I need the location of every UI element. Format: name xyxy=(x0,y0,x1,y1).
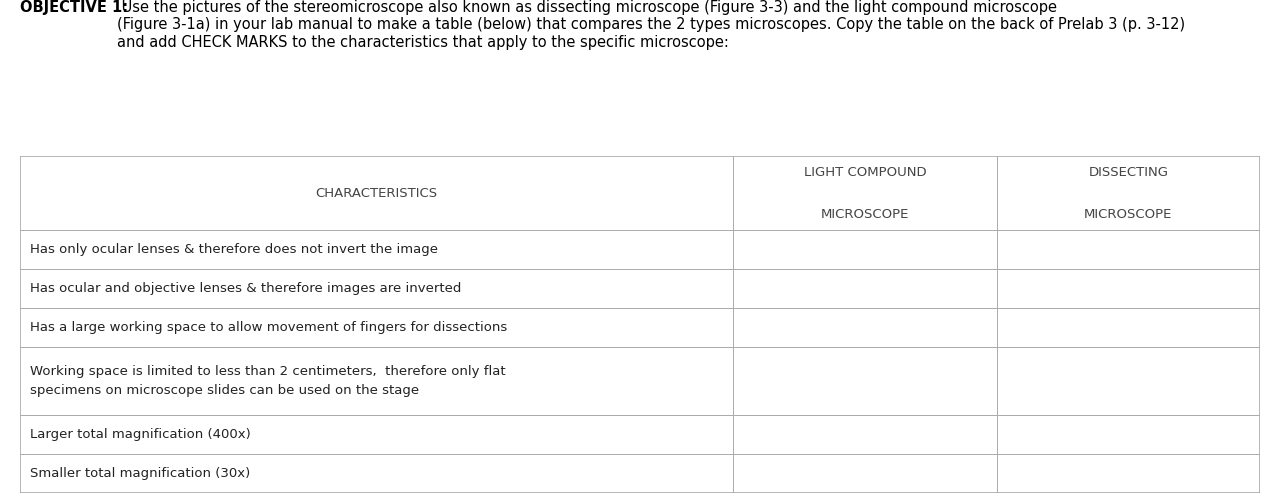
Text: Has a large working space to allow movement of fingers for dissections: Has a large working space to allow movem… xyxy=(31,321,507,334)
Text: Smaller total magnification (30x): Smaller total magnification (30x) xyxy=(31,467,251,480)
Text: CHARACTERISTICS: CHARACTERISTICS xyxy=(316,187,437,200)
Text: Use the pictures of the stereomicroscope also known as dissecting microscope (Fi: Use the pictures of the stereomicroscope… xyxy=(117,0,1186,50)
Text: OBJECTIVE 1:: OBJECTIVE 1: xyxy=(20,0,129,15)
Text: Working space is limited to less than 2 centimeters,  therefore only flat
specim: Working space is limited to less than 2 … xyxy=(31,365,506,397)
Text: DISSECTING

MICROSCOPE: DISSECTING MICROSCOPE xyxy=(1084,166,1173,221)
Text: Has only ocular lenses & therefore does not invert the image: Has only ocular lenses & therefore does … xyxy=(31,243,439,256)
Text: LIGHT COMPOUND

MICROSCOPE: LIGHT COMPOUND MICROSCOPE xyxy=(803,166,927,221)
Text: Has ocular and objective lenses & therefore images are inverted: Has ocular and objective lenses & theref… xyxy=(31,282,462,295)
Text: Larger total magnification (400x): Larger total magnification (400x) xyxy=(31,428,251,441)
